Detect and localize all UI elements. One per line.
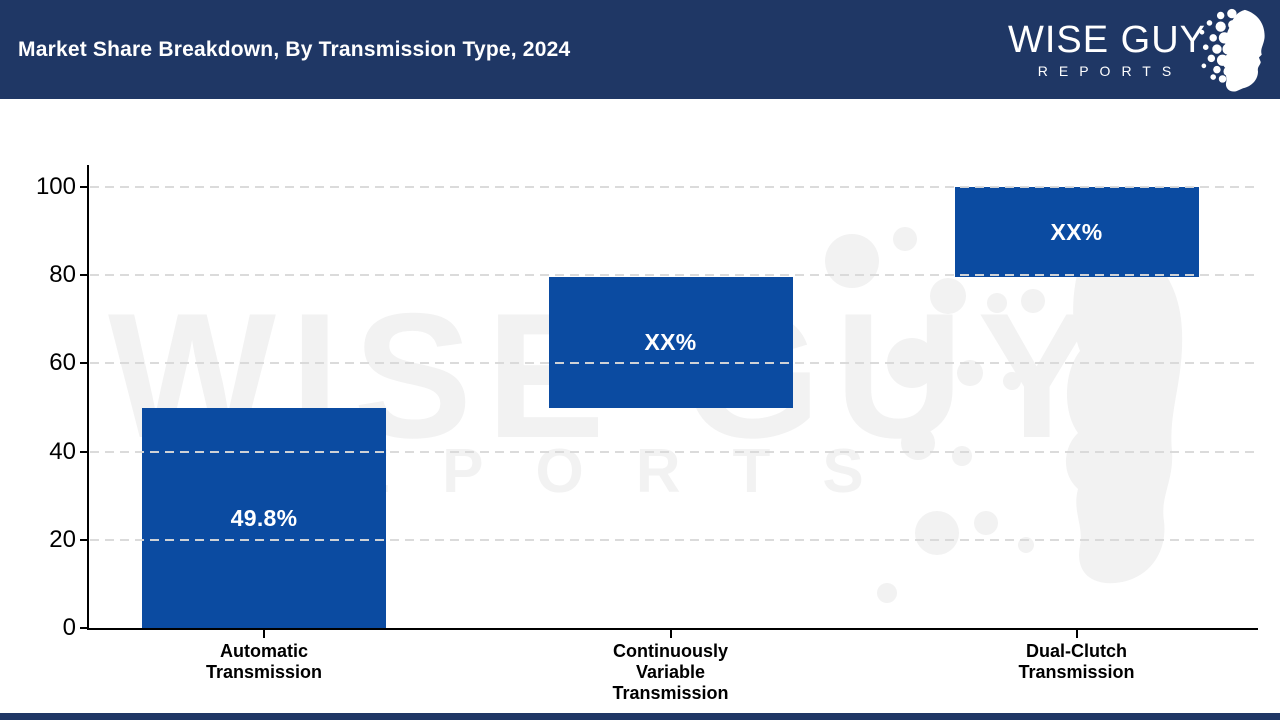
- bar-segment: XX%: [954, 187, 1199, 278]
- logo-wordmark: WISE GUY: [1007, 19, 1206, 61]
- footer-bar: [0, 713, 1280, 720]
- y-axis-tick-label: 100: [35, 173, 76, 200]
- grid-line: [90, 538, 1258, 541]
- logo-text: WISE GUY REPORTS: [1008, 21, 1206, 79]
- y-axis-tick: [80, 274, 88, 277]
- logo-subtitle: REPORTS: [1037, 63, 1183, 79]
- y-axis-tick-label: 80: [49, 261, 76, 289]
- x-axis-tick: [263, 630, 265, 638]
- grid-line: [90, 450, 1258, 453]
- grid-line: [90, 362, 1258, 365]
- x-category-label: Dual-Clutch Transmission: [1018, 641, 1135, 682]
- x-axis-line: [87, 628, 1258, 630]
- header-bar: Market Share Breakdown, By Transmission …: [0, 0, 1280, 99]
- y-axis-tick: [80, 186, 88, 188]
- x-category-label: Automatic Transmission: [205, 641, 323, 682]
- y-axis-tick: [80, 362, 88, 365]
- bar-value-label: XX%: [1050, 218, 1103, 245]
- wiseguy-logo: WISE GUY REPORTS: [1008, 6, 1268, 94]
- y-axis-tick: [80, 538, 88, 541]
- grid-line: [90, 274, 1258, 277]
- logo-face-icon: [1199, 8, 1265, 92]
- grid-line: [90, 186, 1258, 188]
- chart-area: WISE GUY REPORTS 02040608010049.8%XX%XX%…: [0, 99, 1280, 713]
- chart-title: Market Share Breakdown, By Transmission …: [18, 37, 571, 61]
- bar-value-label: 49.8%: [230, 504, 298, 531]
- y-axis-tick-label: 20: [49, 525, 76, 553]
- x-category-label: Continuously Variable Transmission: [612, 641, 729, 703]
- x-axis-tick: [669, 630, 672, 638]
- y-axis-tick-label: 40: [49, 437, 76, 465]
- bar-segment: XX%: [548, 277, 793, 409]
- y-axis-tick-label: 60: [49, 349, 76, 377]
- x-axis-tick: [1075, 630, 1078, 638]
- y-axis-tick-label: 0: [62, 614, 76, 641]
- y-axis-tick: [80, 450, 88, 453]
- bar-segment: 49.8%: [142, 408, 386, 628]
- bar-value-label: XX%: [644, 329, 697, 356]
- y-axis-line: [87, 165, 89, 630]
- y-axis-tick: [80, 627, 88, 629]
